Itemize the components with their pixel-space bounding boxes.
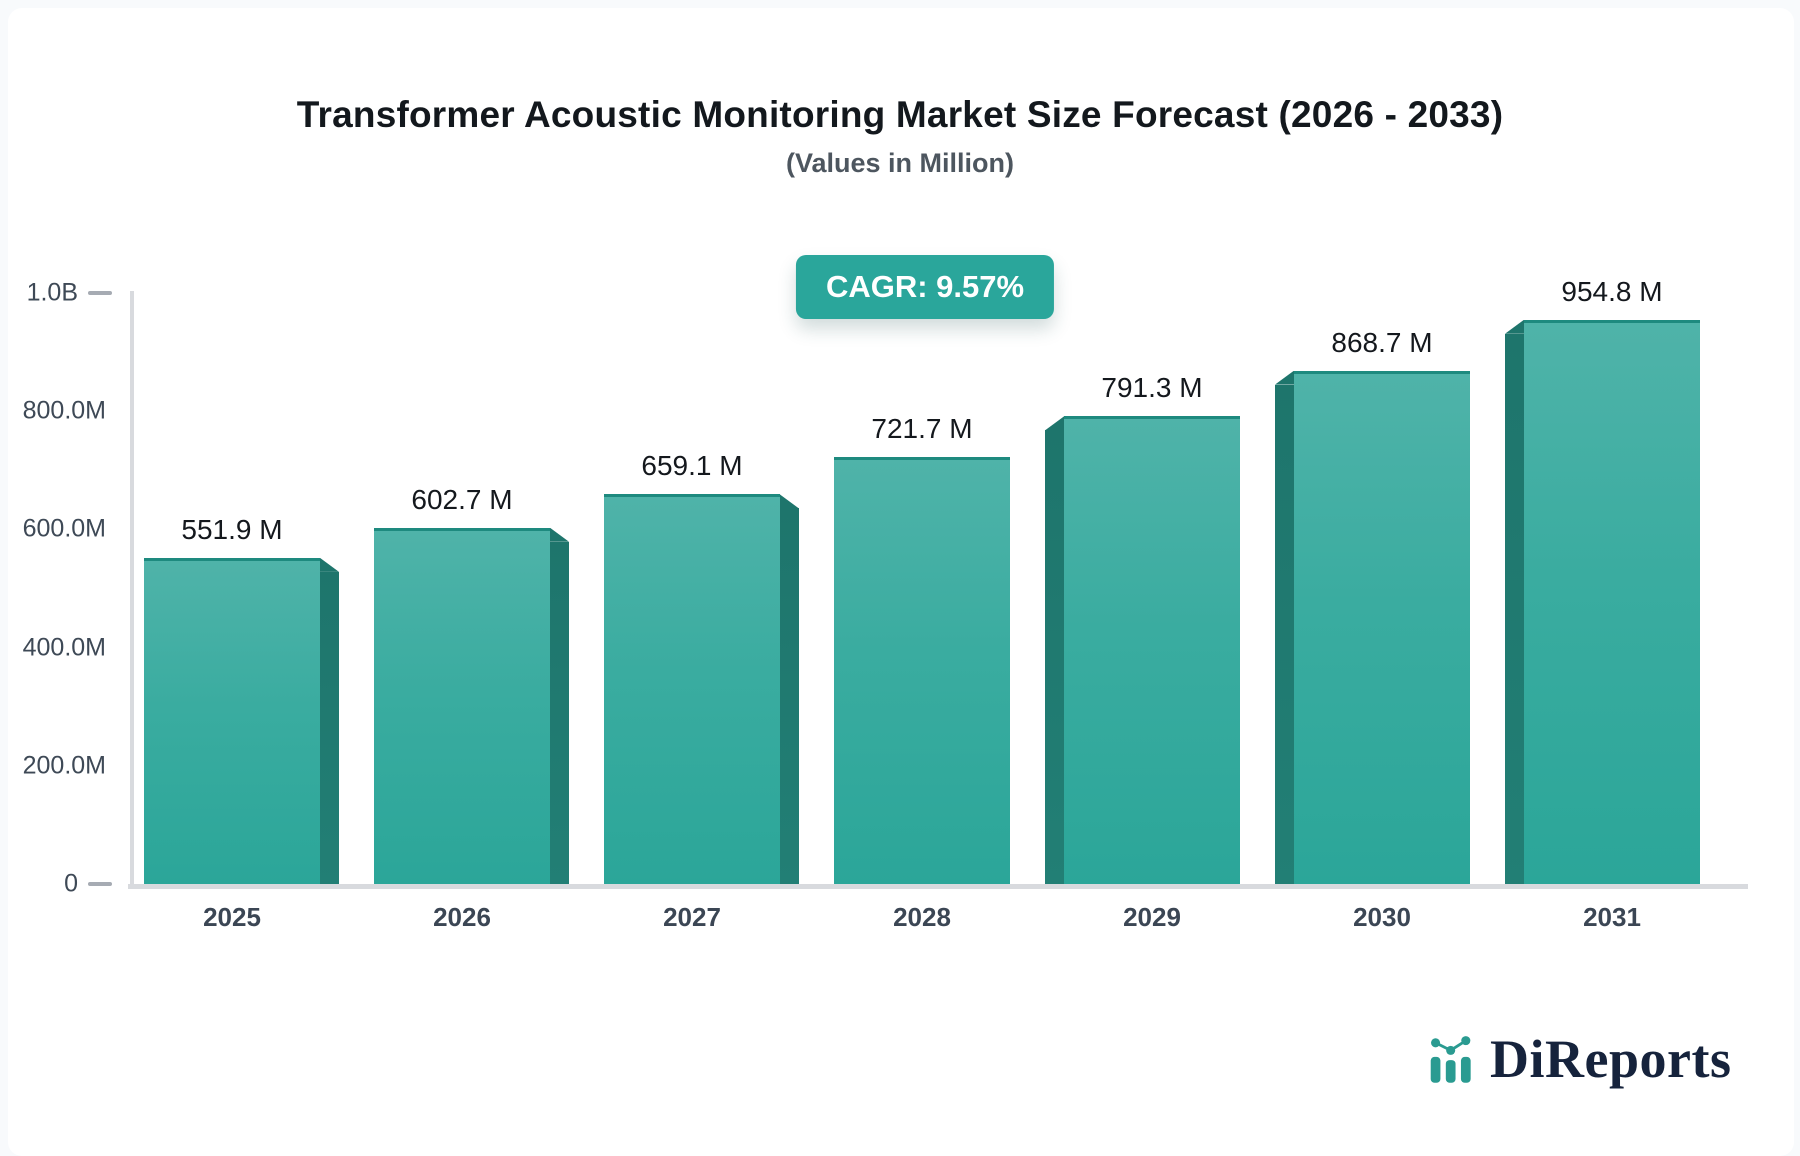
bar-front-face <box>604 494 780 884</box>
bar-value-label-2029: 791.3 M <box>1101 372 1203 404</box>
cagr-badge: CAGR: 9.57% <box>795 255 1055 319</box>
bar-value-label-2027: 659.1 M <box>641 450 743 482</box>
y-tick-label-1.0B: 1.0B <box>26 278 78 307</box>
logo-chart-icon <box>1430 1036 1471 1083</box>
bar-front-face <box>144 557 320 884</box>
bar-value-label-2030: 868.7 M <box>1331 326 1433 358</box>
bar-side-face <box>1505 333 1524 884</box>
y-tick-label-600.0M: 600.0M <box>22 514 106 543</box>
x-axis-label-2031: 2031 <box>1583 902 1641 932</box>
x-axis-label-2026: 2026 <box>433 902 491 932</box>
bar-value-label-2028: 721.7 M <box>871 413 973 445</box>
y-axis-line <box>130 291 134 886</box>
chart-title: Transformer Acoustic Monitoring Market S… <box>296 94 1504 135</box>
bar-front-face <box>1294 370 1470 884</box>
chart-subtitle: (Values in Million) <box>785 148 1015 178</box>
y-tick-dash-1.0B <box>88 291 112 295</box>
bar-front-face <box>374 527 550 884</box>
bar-front-face <box>1524 319 1700 884</box>
y-tick-label-200.0M: 200.0M <box>22 751 106 780</box>
bar-side-face <box>320 571 339 884</box>
direports-logo: DiReports <box>1428 1028 1731 1090</box>
bar-front-face <box>1064 416 1240 884</box>
y-tick-dash-0 <box>88 882 112 886</box>
x-axis-label-2028: 2028 <box>893 902 951 932</box>
x-axis-label-2029: 2029 <box>1123 902 1181 932</box>
x-axis-label-2025: 2025 <box>203 902 261 932</box>
bar-side-face <box>1045 430 1064 884</box>
logo-text: DiReports <box>1490 1029 1732 1089</box>
bar-front-face <box>834 457 1010 884</box>
x-axis-label-2030: 2030 <box>1353 902 1411 932</box>
bar-side-face <box>550 541 569 884</box>
bar-side-face <box>780 508 799 884</box>
bar-value-label-2026: 602.7 M <box>411 483 513 515</box>
bar-value-label-2031: 954.8 M <box>1561 275 1663 307</box>
y-tick-label-400.0M: 400.0M <box>22 633 106 662</box>
cagr-badge-label: CAGR: 9.57% <box>825 269 1025 304</box>
bar-value-label-2025: 551.9 M <box>181 513 283 545</box>
x-axis-line <box>128 884 1748 889</box>
y-tick-label-0: 0 <box>64 869 78 898</box>
x-axis-label-2027: 2027 <box>663 902 721 932</box>
bar-side-face <box>1275 384 1294 884</box>
y-tick-label-800.0M: 800.0M <box>22 396 106 425</box>
